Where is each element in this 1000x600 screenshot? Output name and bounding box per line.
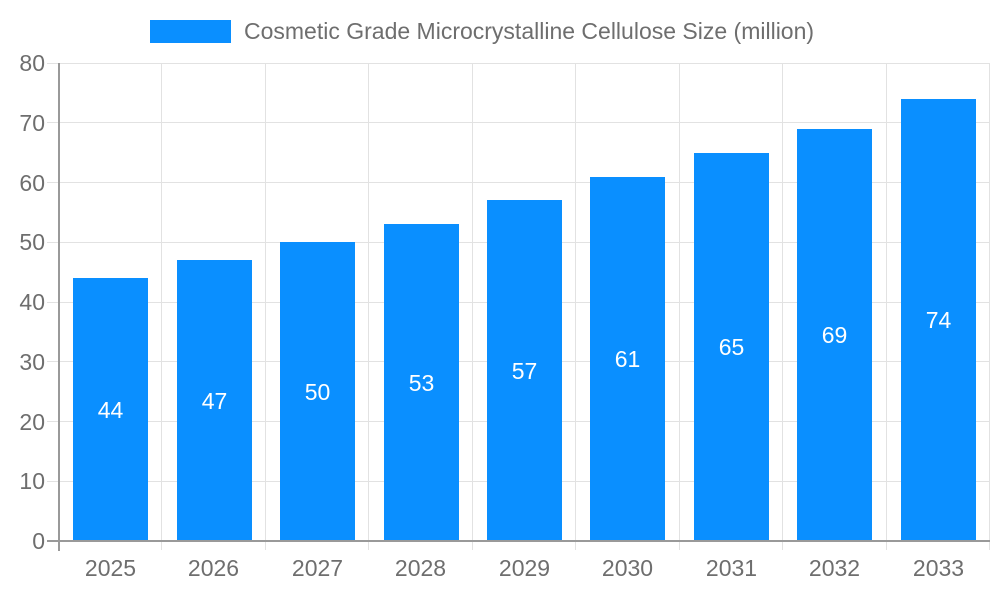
- h-gridline-80: [59, 62, 990, 64]
- y-axis-line: [58, 63, 60, 551]
- y-tick-label-60: 60: [19, 169, 45, 196]
- x-tick-label-2028: 2028: [394, 555, 447, 581]
- v-gridline-9: [989, 63, 990, 550]
- y-tick-label-10: 10: [19, 468, 45, 495]
- y-tick-30: [47, 361, 59, 363]
- v-gridline-5: [575, 63, 576, 550]
- y-tick-label-30: 30: [19, 348, 45, 375]
- y-tick-20: [47, 421, 59, 422]
- v-gridline-6: [679, 63, 680, 550]
- v-gridline-2: [265, 63, 266, 550]
- bar-2032[interactable]: 69: [797, 129, 872, 541]
- bar-2031[interactable]: 65: [694, 153, 769, 541]
- h-gridline-60: [59, 182, 990, 183]
- y-tick-label-50: 50: [19, 229, 45, 256]
- y-tick-70: [47, 122, 59, 124]
- x-tick-label-2026: 2026: [187, 555, 240, 581]
- bar-2030[interactable]: 61: [590, 177, 665, 541]
- y-tick-label-0: 0: [32, 528, 45, 554]
- y-tick-10: [47, 480, 59, 482]
- x-tick-label-2027: 2027: [291, 555, 344, 581]
- bar-value-2030: 61: [614, 346, 641, 372]
- v-gridline-1: [161, 63, 162, 550]
- bar-value-2026: 47: [201, 387, 228, 414]
- plot-area: 44 47 50 53 57 61 65 69 74 0 10 20 30 40 50 60 70 80 202…: [19, 51, 990, 581]
- legend-label: Cosmetic Grade Microcrystalline Cellulos…: [244, 18, 815, 44]
- v-gridline-3: [368, 63, 369, 550]
- bar-2028[interactable]: 53: [384, 224, 459, 541]
- x-axis-line: [47, 540, 990, 542]
- bar-value-2033: 74: [925, 307, 952, 333]
- y-tick-50: [47, 241, 59, 243]
- bar-value-2028: 53: [408, 369, 435, 396]
- y-tick-40: [47, 301, 59, 303]
- v-gridline-4: [472, 63, 473, 550]
- y-tick-80: [47, 62, 59, 64]
- bar-2026[interactable]: 47: [177, 260, 252, 541]
- legend-swatch-icon: [150, 20, 231, 43]
- y-tick-label-40: 40: [19, 289, 45, 315]
- x-tick-label-2030: 2030: [601, 555, 654, 581]
- bar-value-2025: 44: [97, 396, 124, 423]
- bar-value-2032: 69: [821, 322, 848, 348]
- y-tick-60: [47, 182, 59, 183]
- bar-value-2031: 65: [718, 334, 745, 360]
- x-tick-label-2033: 2033: [912, 555, 965, 581]
- h-gridline-70: [59, 122, 990, 124]
- bar-2033[interactable]: 74: [901, 99, 976, 541]
- chart-legend[interactable]: Cosmetic Grade Microcrystalline Cellulos…: [150, 19, 814, 44]
- y-tick-label-80: 80: [19, 50, 45, 76]
- x-tick-label-2029: 2029: [498, 555, 551, 581]
- x-tick-label-2025: 2025: [84, 555, 137, 581]
- y-tick-label-20: 20: [19, 408, 45, 435]
- bar-2025[interactable]: 44: [73, 278, 148, 541]
- x-tick-label-2031: 2031: [705, 555, 758, 581]
- bar-2027[interactable]: 50: [280, 242, 355, 541]
- bar-value-2029: 57: [511, 357, 538, 384]
- v-gridline-8: [886, 63, 887, 550]
- bar-2029[interactable]: 57: [487, 200, 562, 541]
- x-tick-label-2032: 2032: [808, 555, 861, 581]
- v-gridline-7: [782, 63, 783, 550]
- y-tick-label-70: 70: [19, 109, 45, 136]
- bar-value-2027: 50: [304, 378, 331, 405]
